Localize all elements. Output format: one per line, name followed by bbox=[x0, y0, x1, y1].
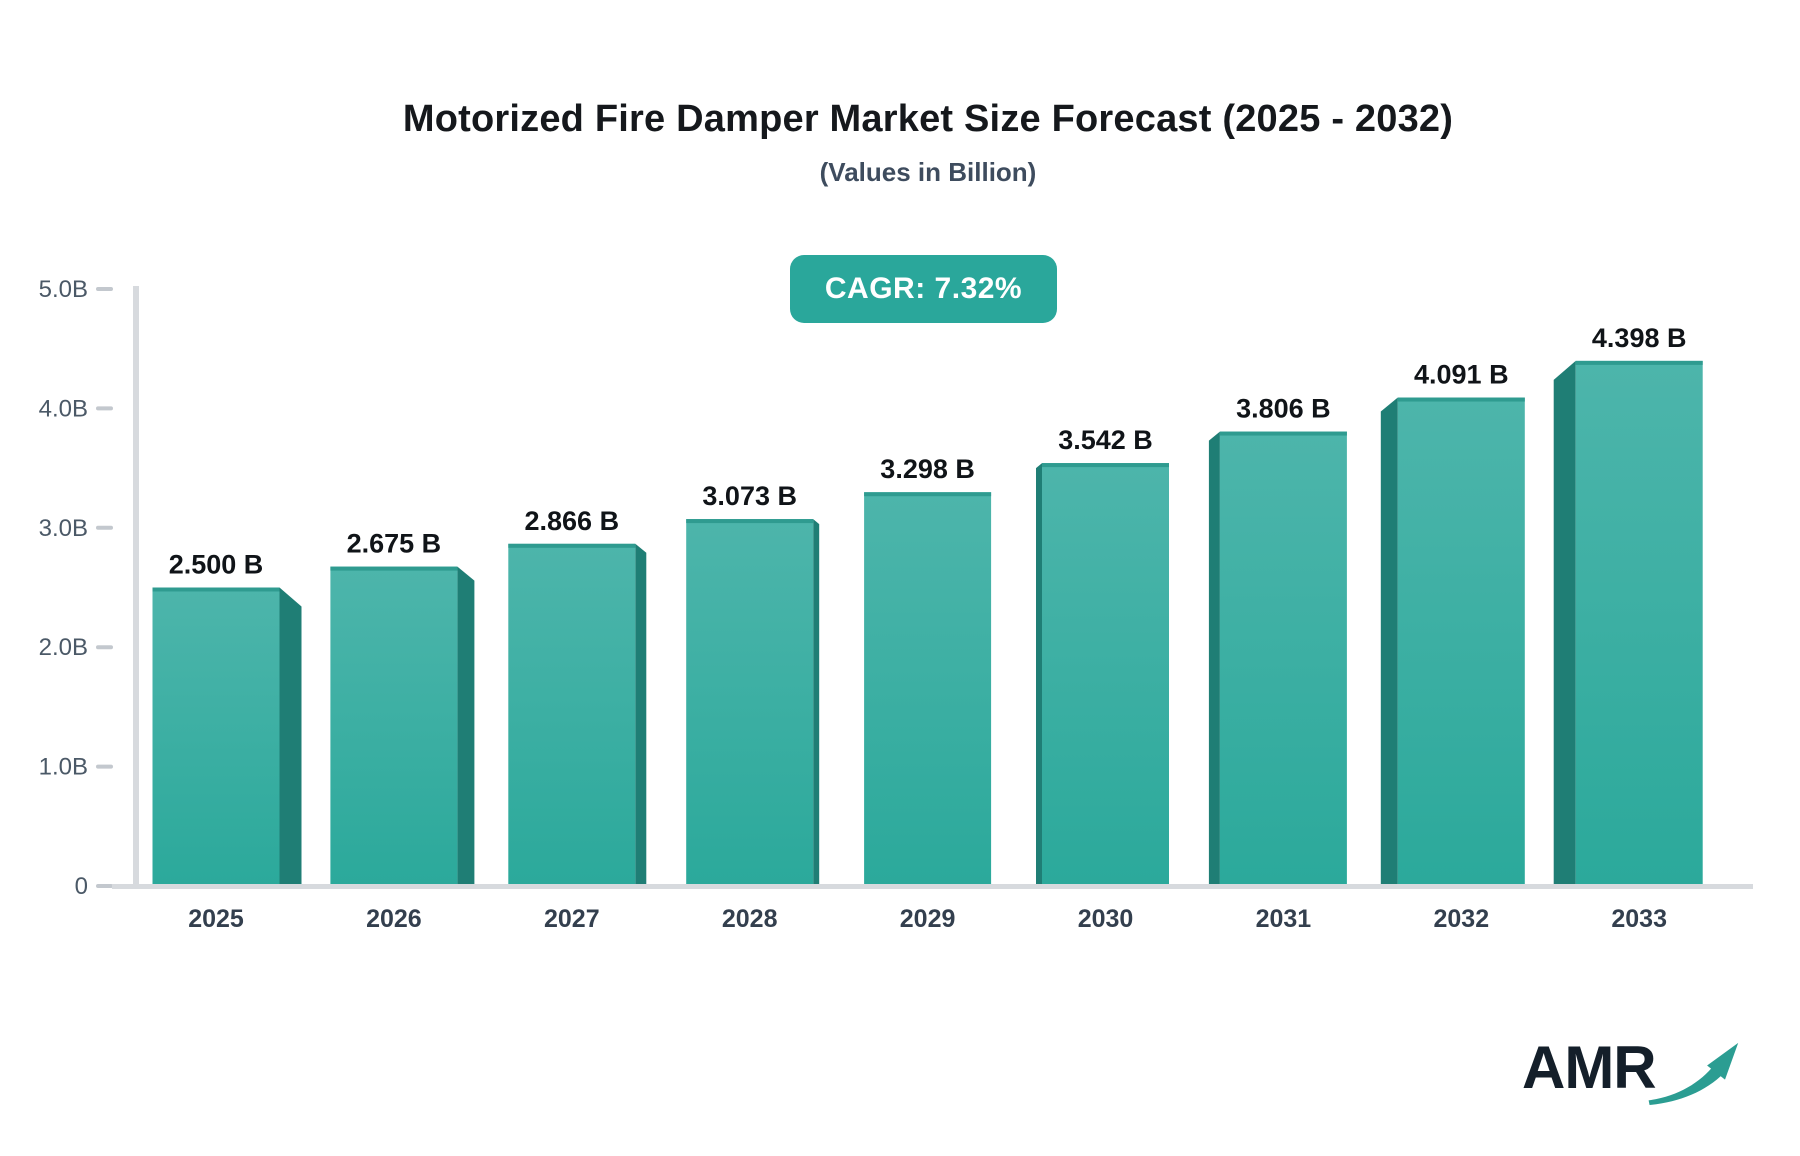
growth-arrow-icon bbox=[1644, 1040, 1740, 1111]
x-tick-label: 2031 bbox=[1256, 905, 1312, 933]
bar-2029 bbox=[864, 492, 992, 886]
bar-side-face bbox=[457, 566, 475, 886]
bar-side-face bbox=[279, 587, 302, 886]
bar-top-edge bbox=[1219, 431, 1347, 436]
y-tick-mark bbox=[96, 764, 113, 769]
x-axis-line bbox=[112, 884, 1753, 889]
y-tick-label: 4.0B bbox=[39, 395, 88, 422]
x-tick-label: 2033 bbox=[1611, 905, 1667, 933]
bar-side-face bbox=[1208, 431, 1220, 886]
y-tick-mark bbox=[96, 525, 113, 530]
bar-value-label: 4.091 B bbox=[1414, 360, 1509, 390]
y-tick-mark bbox=[96, 645, 113, 650]
bar-side-face bbox=[635, 543, 647, 886]
x-tick-label: 2030 bbox=[1078, 905, 1134, 933]
bar-side-face bbox=[1553, 360, 1576, 887]
bar-top-edge bbox=[864, 492, 992, 497]
bar-value-label: 2.866 B bbox=[525, 506, 620, 536]
y-axis-line bbox=[133, 286, 139, 889]
x-tick-label: 2025 bbox=[188, 905, 244, 933]
bar-value-label: 3.073 B bbox=[702, 481, 797, 511]
bar-value-label: 4.398 B bbox=[1592, 323, 1687, 353]
bar-value-label: 3.298 B bbox=[880, 454, 975, 484]
cagr-badge: CAGR: 7.32% bbox=[790, 255, 1057, 323]
bar-2027 bbox=[508, 543, 636, 886]
chart-subtitle: (Values in Billion) bbox=[819, 157, 1037, 187]
y-tick-mark bbox=[96, 884, 113, 888]
bar-top-edge bbox=[330, 566, 458, 571]
bar-value-label: 3.806 B bbox=[1236, 394, 1331, 424]
x-tick-label: 2032 bbox=[1433, 905, 1489, 933]
amr-logo: AMR bbox=[1522, 1038, 1740, 1111]
amr-logo-text: AMR bbox=[1522, 1034, 1657, 1101]
bar-side-face bbox=[1036, 463, 1042, 886]
bar-value-label: 3.542 B bbox=[1058, 425, 1153, 455]
bar-value-label: 2.500 B bbox=[169, 550, 264, 580]
chart-header: Motorized Fire Damper Market Size Foreca… bbox=[28, 0, 1800, 188]
y-tick-label: 0 bbox=[75, 873, 88, 900]
bar-2030 bbox=[1042, 463, 1169, 886]
bar-top-edge bbox=[686, 519, 814, 524]
y-tick-label: 1.0B bbox=[39, 754, 88, 781]
x-tick-label: 2029 bbox=[900, 905, 956, 933]
y-tick-mark bbox=[96, 406, 113, 411]
x-tick-label: 2026 bbox=[366, 905, 422, 933]
x-tick-label: 2027 bbox=[544, 905, 600, 933]
y-tick-label: 5.0B bbox=[39, 276, 88, 303]
bar-2026 bbox=[330, 566, 458, 886]
y-tick-label: 3.0B bbox=[39, 515, 88, 542]
bar-2028 bbox=[686, 519, 814, 886]
bar-2025 bbox=[152, 587, 280, 886]
bar-top-edge bbox=[1575, 360, 1703, 365]
bar-top-edge bbox=[1042, 463, 1169, 468]
bar-side-face bbox=[813, 519, 820, 886]
bar-2031 bbox=[1219, 431, 1347, 886]
bar-top-edge bbox=[152, 587, 280, 592]
bar-side-face bbox=[1380, 397, 1398, 886]
y-tick-label: 2.0B bbox=[39, 634, 88, 661]
bar-2032 bbox=[1397, 397, 1525, 886]
y-tick-mark bbox=[96, 287, 113, 291]
bar-2033 bbox=[1575, 360, 1703, 887]
bar-top-edge bbox=[1397, 397, 1525, 402]
bar-value-label: 2.675 B bbox=[347, 529, 442, 559]
chart-title: Motorized Fire Damper Market Size Foreca… bbox=[402, 98, 1454, 140]
x-tick-label: 2028 bbox=[722, 905, 778, 933]
bar-top-edge bbox=[508, 543, 636, 548]
